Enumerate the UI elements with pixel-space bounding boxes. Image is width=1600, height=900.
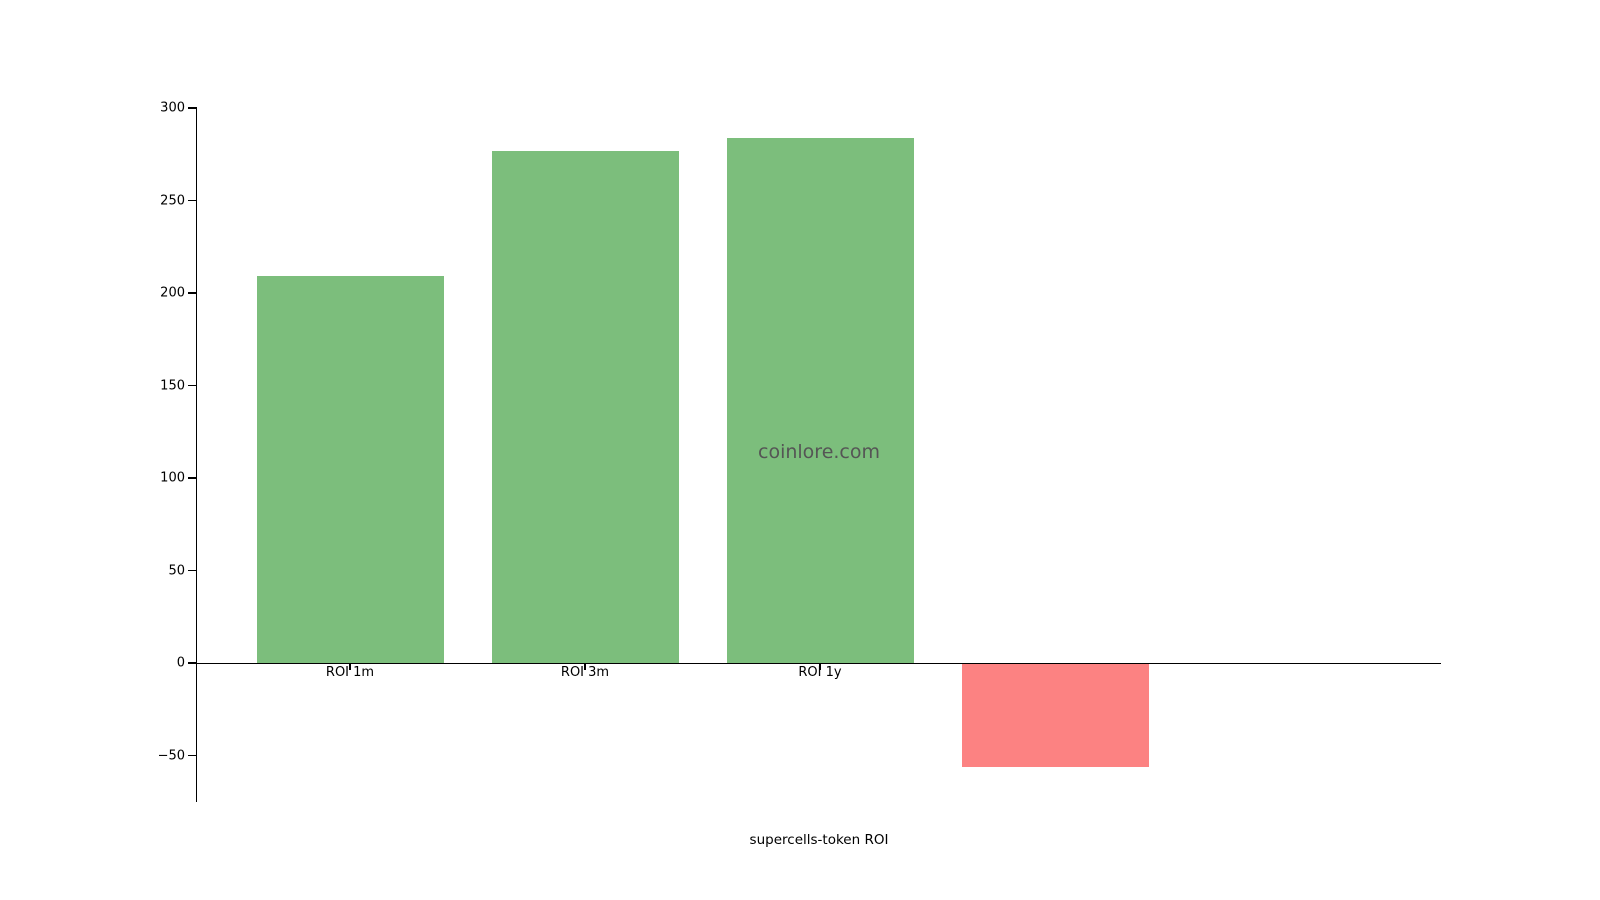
bar-negative [961, 663, 1149, 767]
x-tick-label: ROI 3m [560, 665, 610, 680]
y-tick-label: 100 [160, 470, 185, 486]
y-tick-label: 150 [160, 378, 185, 393]
watermark-text: coinlore.com [758, 441, 880, 463]
bar-roi-1y [726, 137, 914, 663]
y-tick-mark [188, 199, 196, 202]
y-tick-mark [188, 384, 196, 387]
y-tick-label: 0 [176, 655, 185, 671]
y-axis-spine [196, 107, 198, 802]
y-tick-mark [188, 754, 196, 757]
x-tick-label: ROI 1m [325, 665, 375, 680]
x-tick-mark [584, 663, 586, 670]
bar-roi-3m [491, 150, 679, 663]
chart-title: supercells-token ROI [749, 832, 889, 848]
x-axis-spine [196, 663, 1441, 665]
x-tick-mark [819, 663, 821, 670]
y-tick-label: 200 [160, 285, 185, 301]
x-tick-mark [349, 663, 351, 670]
x-tick-label: ROI 1y [798, 665, 842, 680]
bar-roi-1m [256, 276, 444, 663]
y-tick-mark [188, 569, 196, 572]
y-tick-mark [188, 477, 196, 479]
y-tick-label: 50 [168, 563, 185, 578]
y-tick-label: −50 [157, 748, 185, 763]
y-tick-label: 250 [160, 193, 185, 208]
y-tick-mark [188, 292, 196, 294]
y-tick-label: 300 [160, 100, 185, 116]
y-tick-mark [188, 662, 196, 664]
y-tick-mark [188, 107, 196, 109]
